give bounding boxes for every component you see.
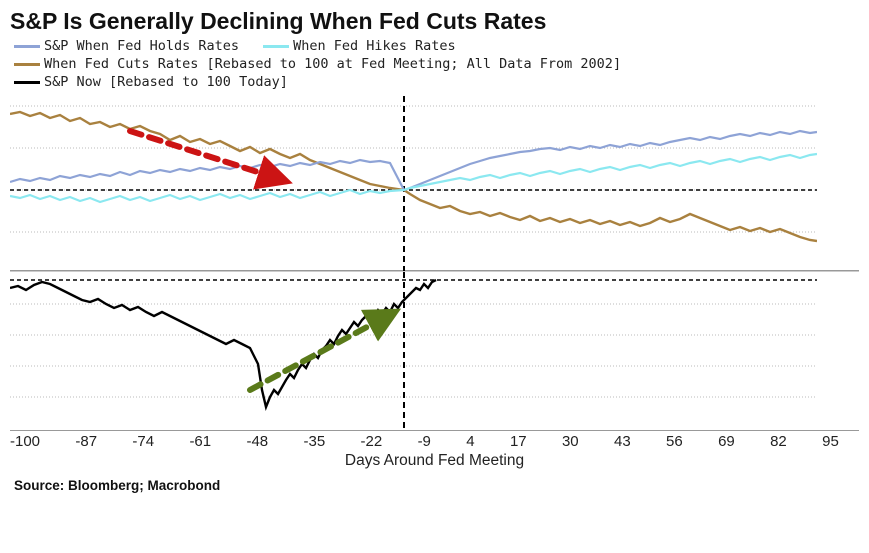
legend-label-now: S&P Now [Rebased to 100 Today] bbox=[44, 73, 288, 91]
chart-title: S&P Is Generally Declining When Fed Cuts… bbox=[0, 0, 869, 37]
x-tick-5: -35 bbox=[304, 433, 326, 450]
legend-label-hikes: When Fed Hikes Rates bbox=[293, 37, 456, 55]
legend-item-hikes: When Fed Hikes Rates bbox=[263, 37, 456, 55]
x-axis-wrap: -100 -87 -74 -61 -48 -35 -22 -9 4 17 30 … bbox=[10, 431, 859, 470]
x-tick-13: 69 bbox=[718, 433, 735, 450]
charts-container: 110 105 100 95 bbox=[10, 96, 859, 431]
x-tick-7: -9 bbox=[418, 433, 431, 450]
x-tick-12: 56 bbox=[666, 433, 683, 450]
x-tick-1: -87 bbox=[75, 433, 97, 450]
x-tick-14: 82 bbox=[770, 433, 787, 450]
top-chart-gridlines bbox=[10, 106, 817, 232]
legend-item-holds: S&P When Fed Holds Rates bbox=[14, 37, 239, 55]
series-sp-now[interactable] bbox=[10, 280, 436, 407]
x-tick-0: -100 bbox=[10, 433, 40, 450]
x-axis-ticks: -100 -87 -74 -61 -48 -35 -22 -9 4 17 30 … bbox=[10, 431, 859, 450]
legend-item-cuts: When Fed Cuts Rates [Rebased to 100 at F… bbox=[14, 55, 621, 73]
legend-label-cuts: When Fed Cuts Rates [Rebased to 100 at F… bbox=[44, 55, 621, 73]
x-tick-8: 4 bbox=[466, 433, 474, 450]
legend-swatch-now bbox=[14, 81, 40, 84]
legend-swatch-holds bbox=[14, 45, 40, 48]
series-holds-rates[interactable] bbox=[10, 131, 817, 190]
x-tick-11: 43 bbox=[614, 433, 631, 450]
legend-item-now: S&P Now [Rebased to 100 Today] bbox=[14, 73, 288, 91]
x-tick-6: -22 bbox=[361, 433, 383, 450]
x-tick-9: 17 bbox=[510, 433, 527, 450]
x-tick-4: -48 bbox=[246, 433, 268, 450]
series-cuts-rates[interactable] bbox=[10, 112, 817, 241]
top-chart[interactable]: 110 105 100 95 bbox=[10, 96, 859, 271]
x-tick-15: 95 bbox=[822, 433, 839, 450]
legend-swatch-cuts bbox=[14, 63, 40, 66]
bottom-chart[interactable]: 100 95 90 85 80 bbox=[10, 271, 859, 431]
source-label: Source: Bloomberg; Macrobond bbox=[0, 470, 869, 493]
x-tick-3: -61 bbox=[189, 433, 211, 450]
x-tick-10: 30 bbox=[562, 433, 579, 450]
bottom-chart-gridlines bbox=[10, 304, 817, 397]
legend-swatch-hikes bbox=[263, 45, 289, 48]
x-axis-title: Days Around Fed Meeting bbox=[10, 450, 859, 470]
legend: S&P When Fed Holds Rates When Fed Hikes … bbox=[0, 37, 869, 92]
x-tick-2: -74 bbox=[132, 433, 154, 450]
legend-label-holds: S&P When Fed Holds Rates bbox=[44, 37, 239, 55]
